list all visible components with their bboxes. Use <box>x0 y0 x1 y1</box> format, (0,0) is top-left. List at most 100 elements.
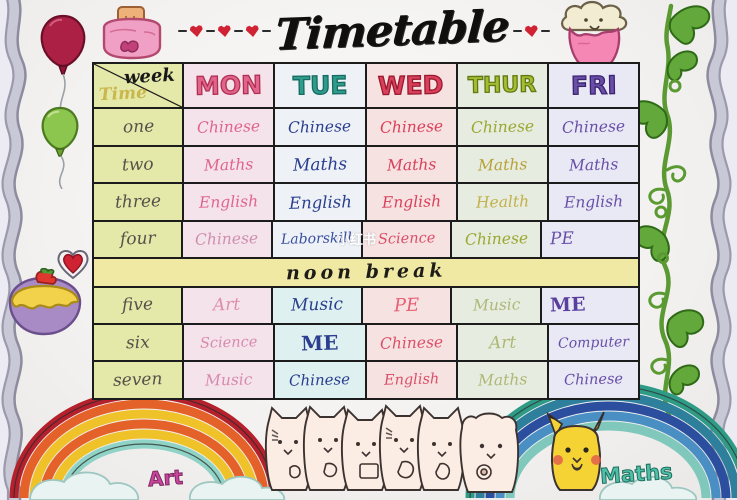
period-label: four <box>119 228 156 251</box>
title-heart-decor-right <box>512 24 550 37</box>
cell-wed-three: English <box>366 184 458 220</box>
dash-decor <box>178 29 187 33</box>
cell-fri-three: English <box>548 184 639 220</box>
noon-break-label: noon break <box>285 259 447 285</box>
subject-label: Chinese <box>197 117 261 137</box>
dark-red-balloon <box>40 14 86 68</box>
subject-label: PE <box>549 229 575 250</box>
table-row-four: four Chinese Laborskill Science Chinese … <box>94 221 638 260</box>
period-label-cell: two <box>94 146 185 183</box>
page-title: Timetable <box>273 1 511 61</box>
cell-fri-one: Chinese <box>548 109 639 145</box>
pink-jar-icon <box>102 6 162 60</box>
dash-decor <box>512 29 522 33</box>
cell-tue-one: Chinese <box>275 109 367 145</box>
cell-thur-one: Chinese <box>457 109 549 145</box>
day-header-mon: MON <box>184 64 276 108</box>
cell-wed-one: Chinese <box>366 109 458 145</box>
timetable-grid: week Time MON TUE WED THUR FRI one <box>92 62 640 400</box>
cell-mon-four: Chinese <box>182 221 273 258</box>
subject-label: Chinese <box>288 117 352 137</box>
poster-title-row: Timetable <box>178 1 568 61</box>
period-label: three <box>114 191 162 213</box>
subject-label: Science <box>377 230 436 249</box>
cell-fri-two: Maths <box>548 146 639 183</box>
cell-mon-one: Chinese <box>184 109 276 145</box>
subject-label: English <box>383 371 439 389</box>
table-row-two: two Maths Maths Maths Maths Maths <box>94 146 639 185</box>
subject-label: Maths <box>292 153 348 176</box>
right-wavy-border <box>706 0 737 500</box>
cell-wed-five: PE <box>362 287 453 323</box>
heart-icon <box>245 24 259 37</box>
dash-decor <box>234 29 243 33</box>
period-label-cell: three <box>94 184 185 220</box>
cell-tue-three: English <box>275 184 367 220</box>
day-header-tue: TUE <box>275 64 367 108</box>
day-header-label: TUE <box>292 70 348 101</box>
noon-break-cell: noon break <box>94 259 638 286</box>
subject-label: Music <box>290 294 343 316</box>
period-label-cell: five <box>94 287 183 323</box>
time-axis-label: Time <box>98 83 148 106</box>
day-header-fri: FRI <box>548 64 639 108</box>
dash-decor <box>262 29 271 33</box>
dash-decor <box>206 29 215 33</box>
subject-label: Maths <box>477 370 528 390</box>
subject-label: Music <box>472 295 521 315</box>
cell-mon-three: English <box>184 184 276 220</box>
cell-wed-seven: English <box>366 362 458 398</box>
dash-decor <box>540 29 550 33</box>
cell-mon-six: Science <box>184 324 276 361</box>
green-balloon <box>41 106 79 151</box>
subject-label: Maths <box>386 154 437 175</box>
left-wavy-border <box>0 0 27 500</box>
cell-tue-seven: Chinese <box>275 362 367 398</box>
subject-label: Computer <box>557 333 630 352</box>
cell-mon-two: Maths <box>184 146 276 183</box>
period-label: seven <box>113 369 164 392</box>
cell-tue-four: Laborskill <box>272 221 363 258</box>
day-header-wed: WED <box>366 64 458 108</box>
cat-characters-row <box>264 404 520 493</box>
subject-label: ME <box>300 330 339 356</box>
subject-label: Chinese <box>470 117 535 137</box>
cell-tue-two: Maths <box>275 146 367 183</box>
period-label: five <box>121 294 154 316</box>
subject-label: Health <box>475 192 530 212</box>
cell-tue-five: Music <box>272 287 363 323</box>
table-row-five: five Art Music PE Music ME <box>94 287 638 325</box>
subject-label: Chinese <box>379 332 443 353</box>
subject-label: Chinese <box>379 117 443 137</box>
cell-fri-four: PE <box>542 221 638 258</box>
subject-label: Maths <box>477 154 528 175</box>
period-label-cell: four <box>94 221 183 258</box>
cell-mon-five: Art <box>182 287 273 323</box>
subject-label: English <box>288 191 352 213</box>
subject-label: Music <box>204 370 253 390</box>
green-ivy-vine <box>629 3 711 417</box>
day-header-label: THUR <box>467 72 537 99</box>
cell-fri-six: Computer <box>548 324 639 361</box>
subject-label: English <box>199 192 259 212</box>
subject-label: Chinese <box>289 370 351 390</box>
subject-label: English <box>381 192 441 212</box>
cell-tue-six: ME <box>275 324 367 361</box>
table-row-seven: seven Music Chinese English Maths Chines… <box>94 362 639 398</box>
art-label: Art <box>147 464 184 492</box>
period-label-cell: one <box>94 109 185 145</box>
balloons-decor <box>40 14 86 189</box>
corner-cell-week-time: week Time <box>94 64 185 108</box>
subject-label: PE <box>393 294 420 317</box>
cell-thur-two: Maths <box>457 146 549 183</box>
maths-label: Maths <box>599 459 674 489</box>
table-row-noon-break: noon break <box>94 259 638 288</box>
cell-thur-three: Health <box>457 184 549 220</box>
subject-label: Art <box>488 332 517 354</box>
subject-label: Chinese <box>561 117 626 137</box>
cell-mon-seven: Music <box>184 362 276 398</box>
watermark-text: 小红书 <box>337 233 377 248</box>
cell-thur-five: Music <box>452 287 543 323</box>
heart-icon <box>524 24 538 37</box>
